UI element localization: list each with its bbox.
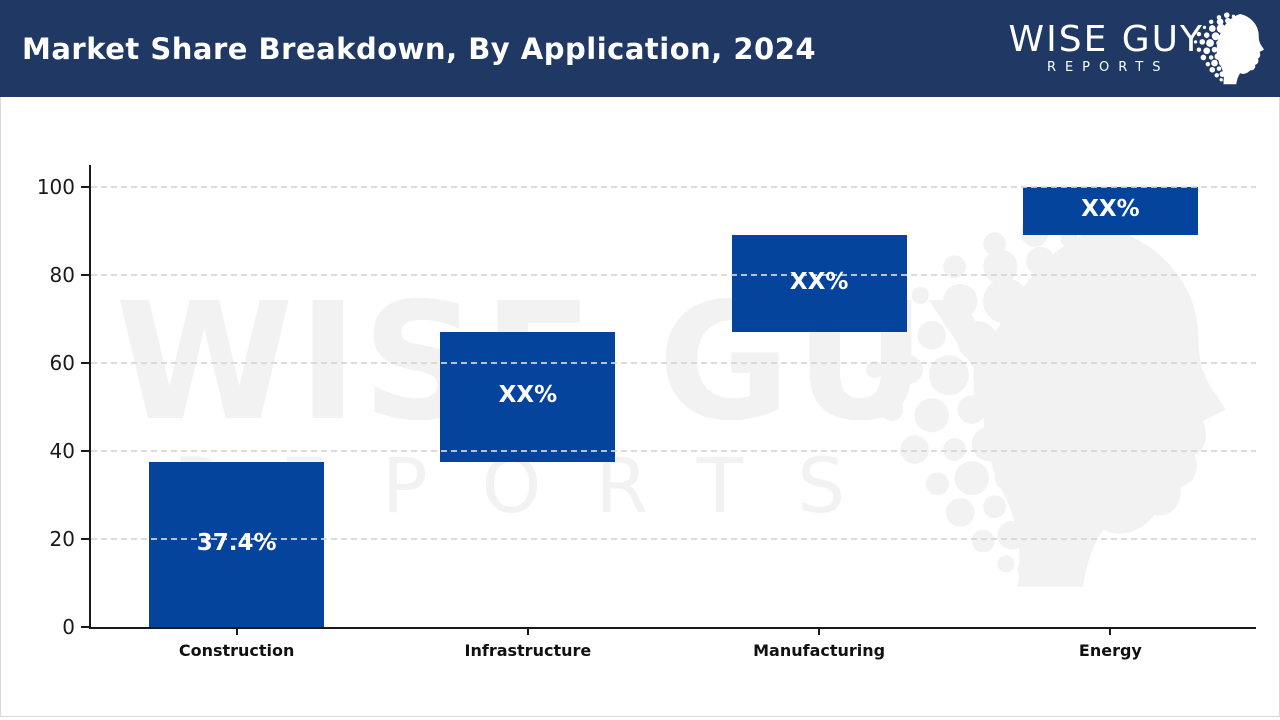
y-axis-tick-100: [81, 186, 89, 188]
x-axis-tick-manufacturing: [818, 627, 821, 635]
gridline-80: [91, 274, 1256, 276]
bar-label-construction: 37.4%: [196, 529, 277, 556]
bar-manufacturing: [731, 235, 907, 333]
bar-energy: [1022, 187, 1198, 236]
gridline-20: [91, 538, 1256, 540]
x-axis-tick-infrastructure: [526, 627, 529, 635]
y-axis-tick-40: [81, 450, 89, 452]
logo-wordmark: WISE GUY REPORTS: [1009, 21, 1205, 75]
y-axis-label-60: 60: [49, 351, 75, 375]
bar-construction: [149, 462, 325, 627]
bar-infrastructure: [440, 332, 616, 463]
plot-area: 0 20 40 60 80 100 37.4% Construction XX% Infrastr…: [37, 165, 1256, 660]
y-axis-tick-60: [81, 362, 89, 364]
y-axis-tick-0: [81, 626, 89, 628]
logo-line-reports: REPORTS: [1046, 59, 1170, 75]
chart-canvas: WISE GUY REPORTS 02040608010037.4%Constr…: [0, 97, 1280, 717]
logo-line-wise-guy: WISE GUY: [1008, 19, 1204, 61]
bar-label-energy: XX%: [1081, 196, 1140, 223]
wise-guy-head-icon: [1193, 12, 1265, 85]
x-axis-label-infrastructure: Infrastructure: [464, 641, 592, 660]
wise-guy-logo: WISE GUY REPORTS: [1009, 6, 1269, 90]
bar-label-manufacturing: XX%: [789, 268, 849, 295]
y-axis-label-80: 80: [49, 263, 75, 287]
gridline-100: [91, 186, 1256, 188]
y-axis-label-40: 40: [49, 439, 75, 463]
x-axis-label-construction: Construction: [178, 641, 295, 660]
x-axis-label-energy: Energy: [1078, 641, 1142, 660]
y-axis-tick-20: [81, 538, 89, 540]
y-axis-tick-80: [81, 274, 89, 276]
x-axis-tick-energy: [1109, 627, 1112, 635]
gridline-60: [91, 362, 1256, 364]
y-axis-label-0: 0: [62, 615, 75, 639]
header-bar: Market Share Breakdown, By Application, …: [0, 0, 1280, 97]
gridline-40: [91, 450, 1256, 452]
page-title: Market Share Breakdown, By Application, …: [22, 31, 817, 66]
y-axis-label-100: 100: [36, 175, 75, 199]
y-axis-label-20: 20: [49, 527, 75, 551]
x-axis-label-manufacturing: Manufacturing: [753, 641, 886, 660]
x-axis-tick-construction: [235, 627, 238, 635]
watermark-head-icon: [866, 218, 1226, 587]
bar-label-infrastructure: XX%: [498, 382, 558, 409]
